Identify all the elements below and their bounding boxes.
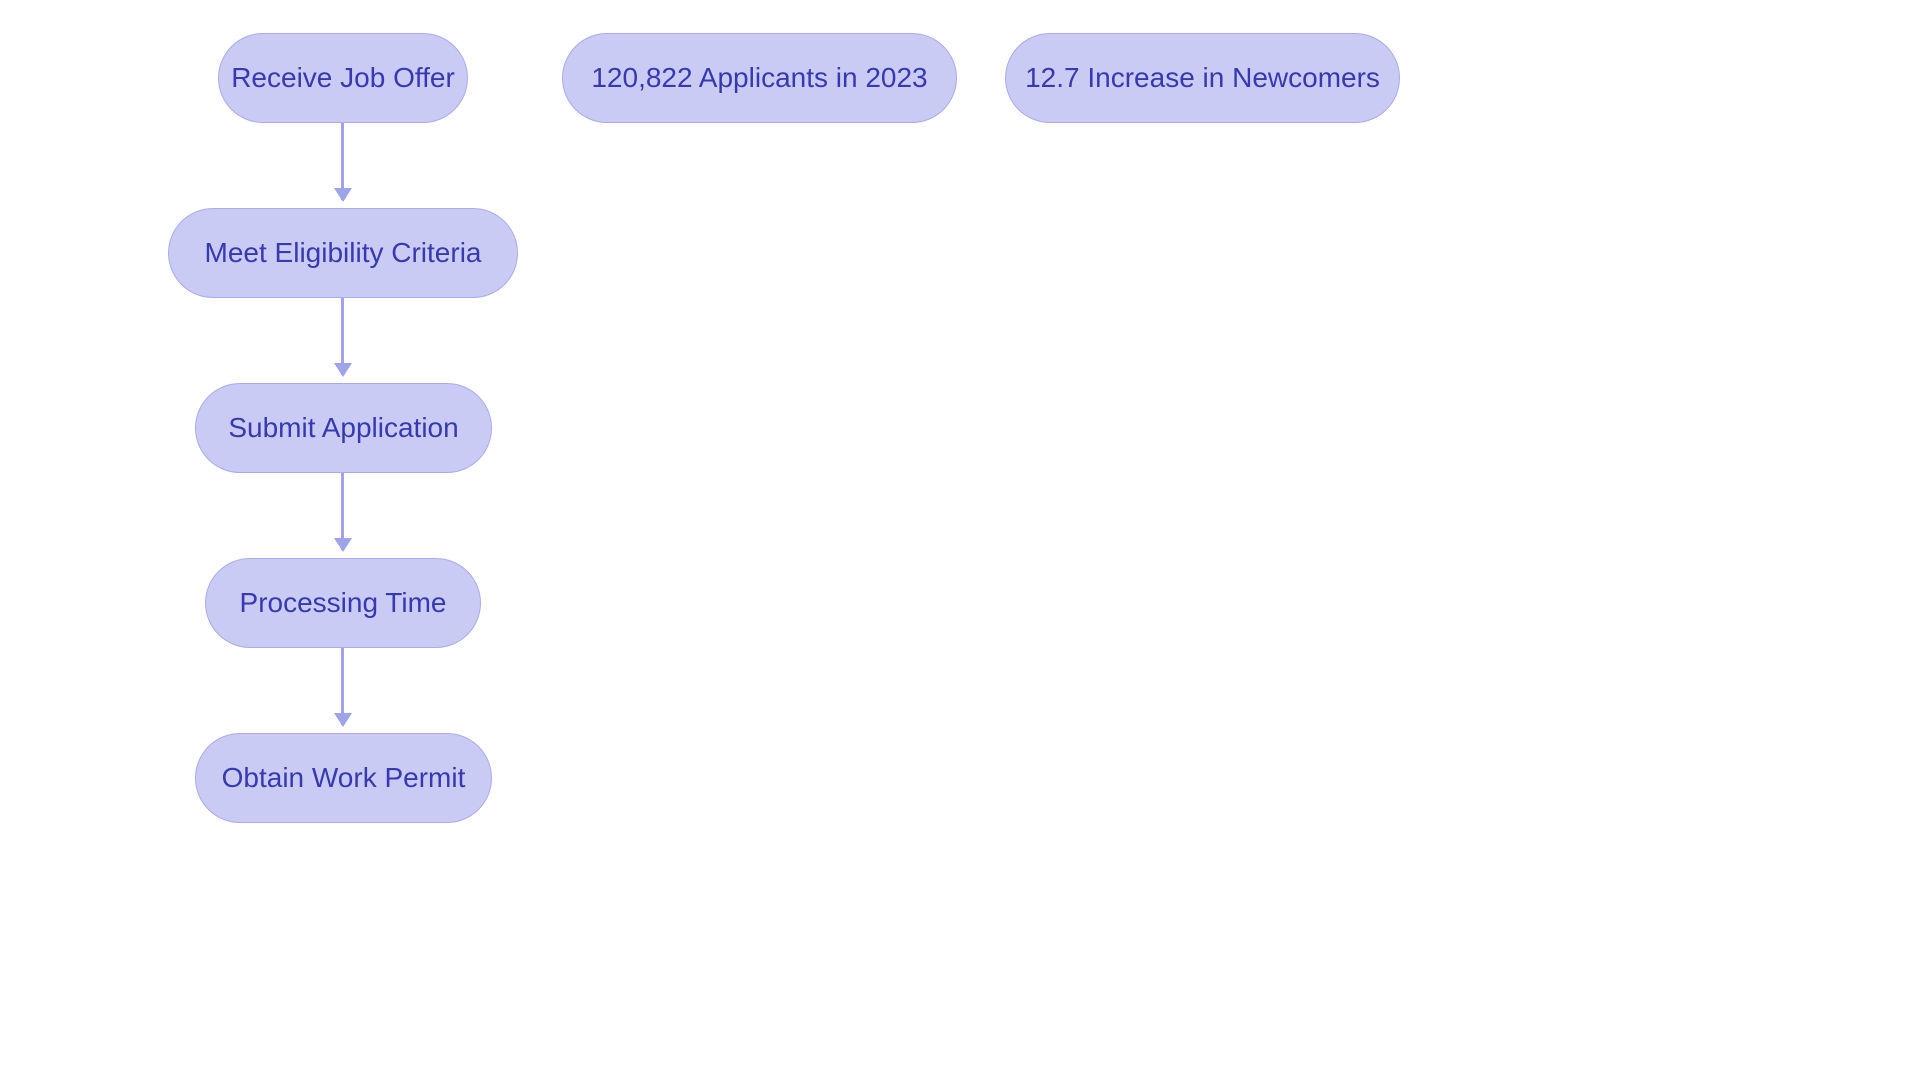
arrow-2-3 — [341, 298, 344, 375]
flow-node-meet-eligibility: Meet Eligibility Criteria — [168, 208, 518, 298]
arrow-3-4 — [341, 473, 344, 550]
node-label: Submit Application — [228, 412, 458, 444]
flow-node-receive-job-offer: Receive Job Offer — [218, 33, 468, 123]
flow-node-processing-time: Processing Time — [205, 558, 481, 648]
arrow-1-2 — [341, 123, 344, 200]
node-label: Obtain Work Permit — [222, 762, 466, 794]
flow-node-obtain-work-permit: Obtain Work Permit — [195, 733, 492, 823]
flow-node-submit-application: Submit Application — [195, 383, 492, 473]
info-node-applicants: 120,822 Applicants in 2023 — [562, 33, 957, 123]
node-label: 12.7 Increase in Newcomers — [1025, 62, 1380, 94]
arrow-4-5 — [341, 648, 344, 725]
node-label: 120,822 Applicants in 2023 — [591, 62, 927, 94]
node-label: Receive Job Offer — [231, 62, 455, 94]
info-node-increase: 12.7 Increase in Newcomers — [1005, 33, 1400, 123]
node-label: Meet Eligibility Criteria — [205, 237, 482, 269]
node-label: Processing Time — [240, 587, 447, 619]
